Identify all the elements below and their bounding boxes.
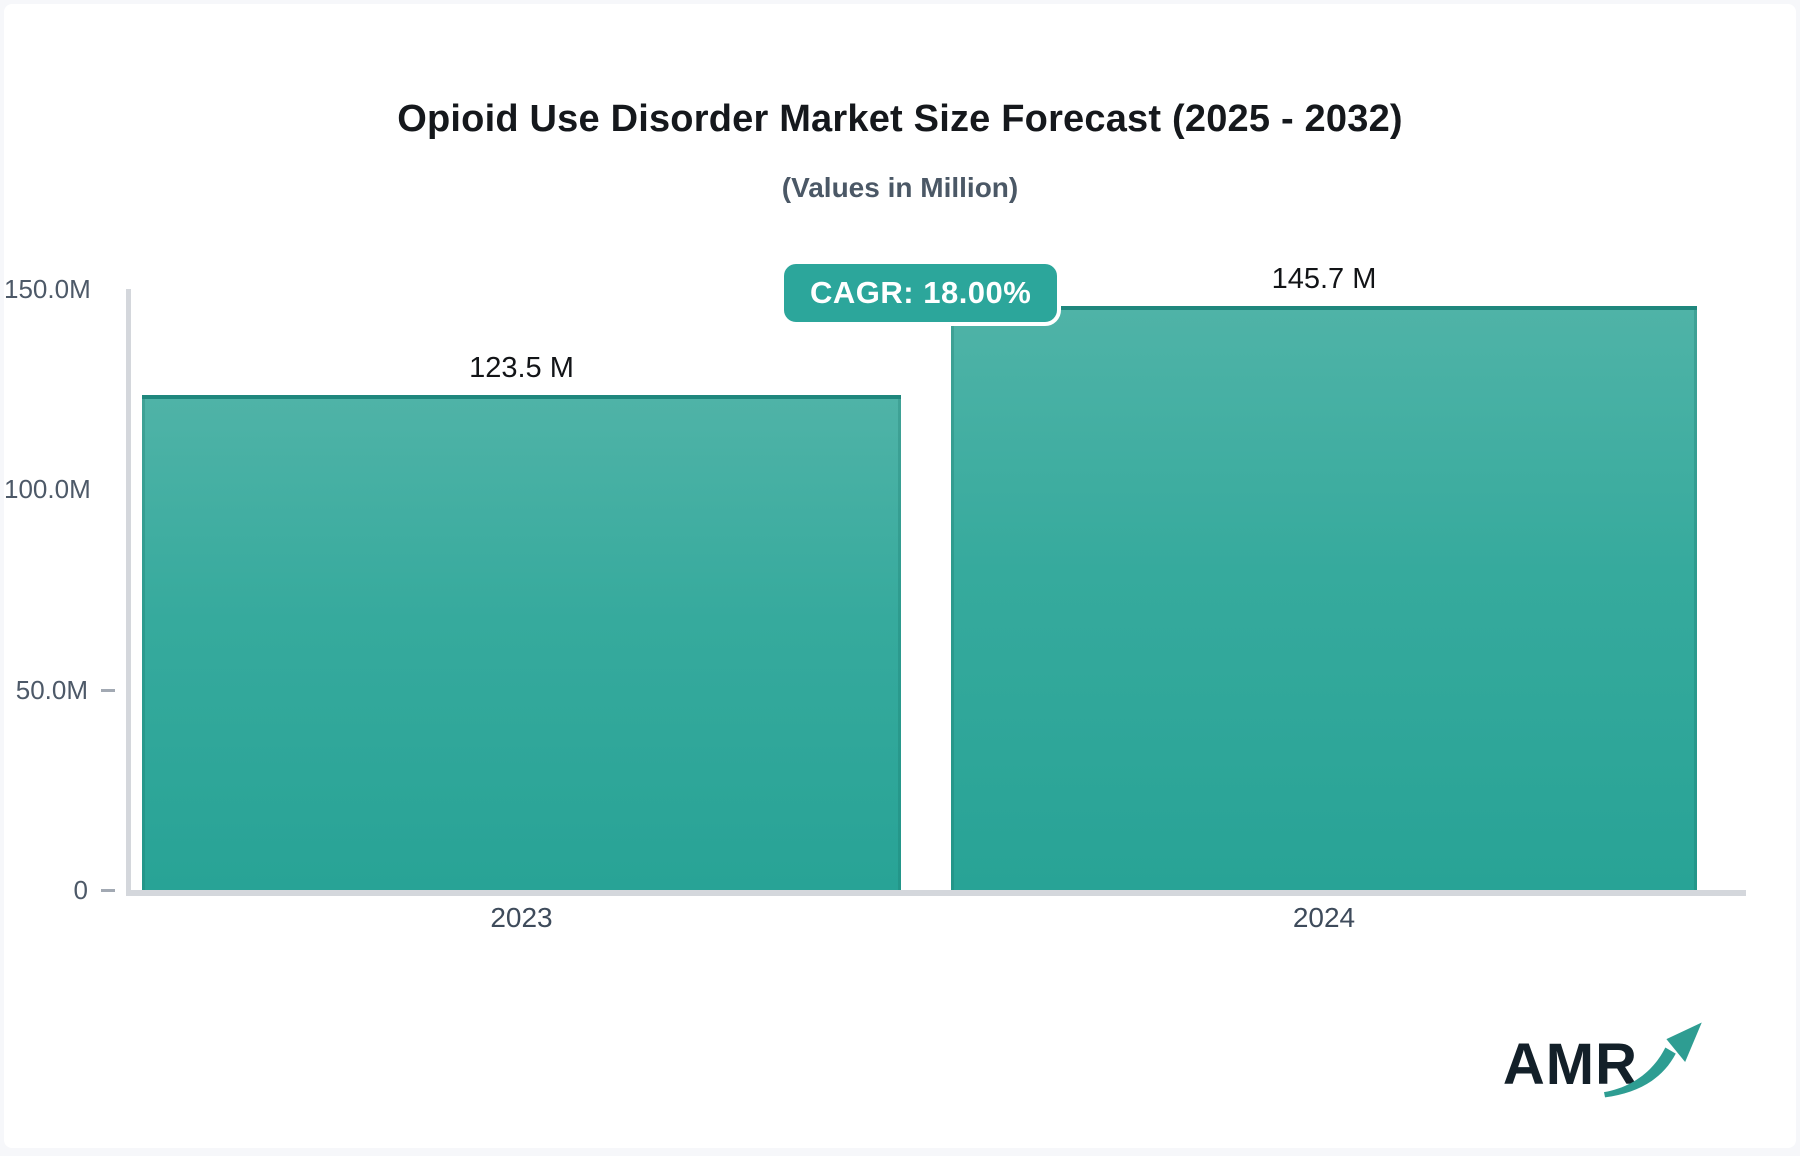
chart-title: Opioid Use Disorder Market Size Forecast…: [397, 98, 1403, 140]
bar-2024[interactable]: 145.7 M: [951, 263, 1697, 890]
chart-subtitle: (Values in Million): [781, 172, 1019, 203]
y-axis-labels: 150.0M 100.0M 50.0M 0: [4, 274, 91, 905]
plot-area: 123.5 M 145.7 M 2023 2024: [126, 263, 1746, 933]
y-tick-mark: [101, 889, 115, 892]
y-tick-label: 0: [73, 875, 88, 905]
y-tick-mark: [101, 688, 115, 692]
bar-value-label: 145.7 M: [1271, 263, 1377, 296]
y-tick-label: 100.0M: [4, 474, 91, 505]
growth-arrow-icon: [1604, 1022, 1702, 1098]
amr-logo: AMR: [1503, 1022, 1708, 1106]
amr-logo-text: AMR: [1502, 1031, 1638, 1097]
bar-2023[interactable]: 123.5 M: [142, 352, 901, 890]
x-axis-line: [126, 890, 1746, 896]
cagr-badge: CAGR: 18.00%: [780, 260, 1062, 326]
y-tick-label: 50.0M: [15, 674, 88, 705]
bar-value-label: 123.5 M: [469, 352, 574, 385]
y-axis-line: [126, 289, 131, 890]
x-axis-label-2023: 2023: [490, 902, 553, 933]
chart-card: Opioid Use Disorder Market Size Forecast…: [4, 4, 1796, 1148]
x-axis-label-2024: 2024: [1292, 902, 1356, 933]
y-tick-label: 150.0M: [4, 274, 91, 304]
